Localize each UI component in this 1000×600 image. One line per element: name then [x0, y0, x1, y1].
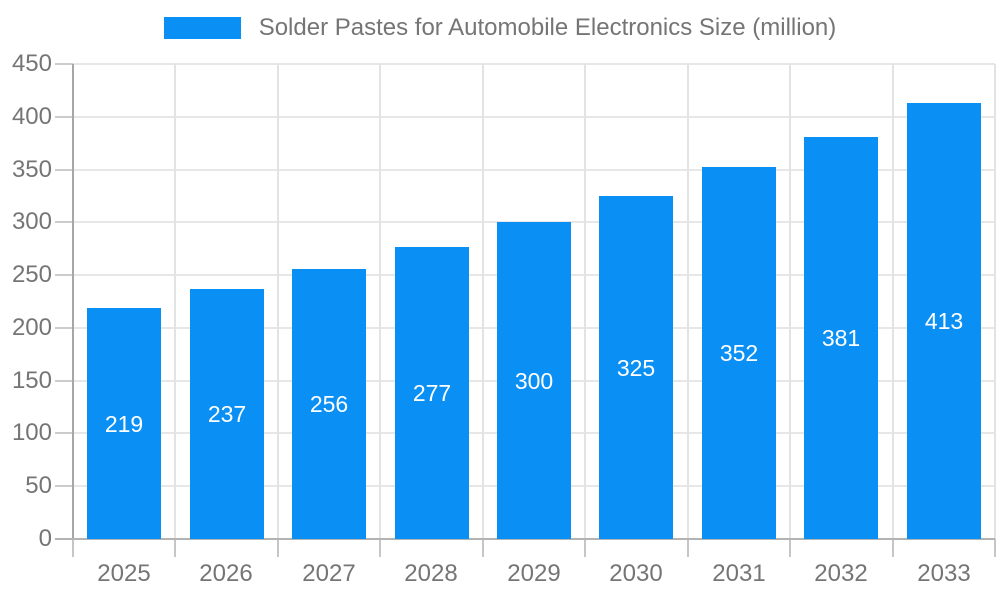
x-gridline — [482, 64, 484, 539]
x-axis-label-2030: 2030 — [609, 560, 663, 587]
bar-value-label: 277 — [412, 380, 452, 406]
y-gridline — [73, 116, 995, 118]
x-gridline — [687, 64, 689, 539]
bar-value-label: 352 — [719, 340, 759, 366]
bar-value-label: 325 — [616, 355, 656, 381]
y-axis-tick — [55, 432, 73, 434]
y-axis-tick — [55, 116, 73, 118]
x-axis-tick — [892, 539, 894, 557]
legend-swatch-icon — [163, 17, 241, 39]
x-axis-line — [55, 538, 995, 540]
y-axis-label: 400 — [11, 103, 52, 130]
bar-2030: 325 — [599, 196, 673, 539]
bar-2029: 300 — [497, 222, 571, 539]
y-axis-label: 250 — [11, 261, 52, 288]
y-axis-tick — [55, 485, 73, 487]
x-axis-tick — [789, 539, 791, 557]
x-axis-label-2033: 2033 — [917, 560, 971, 587]
x-axis-label-2029: 2029 — [507, 560, 561, 587]
legend-label: Solder Pastes for Automobile Electronics… — [258, 14, 837, 41]
bar-2032: 381 — [804, 137, 878, 539]
y-gridline — [73, 63, 995, 65]
bar-2025: 219 — [87, 308, 161, 539]
y-axis-label: 100 — [11, 419, 52, 446]
y-axis-label: 200 — [11, 314, 52, 341]
x-axis-tick — [584, 539, 586, 557]
y-axis-line — [72, 64, 74, 557]
bar-value-label: 381 — [821, 325, 861, 351]
x-axis-tick — [379, 539, 381, 557]
x-axis-label-2027: 2027 — [302, 560, 356, 587]
x-gridline — [789, 64, 791, 539]
x-axis-label-2028: 2028 — [404, 560, 458, 587]
bar-2027: 256 — [292, 269, 366, 539]
bar-value-label: 256 — [309, 391, 349, 417]
bar-value-label: 300 — [514, 368, 554, 394]
x-axis-tick — [277, 539, 279, 557]
x-axis-label-2031: 2031 — [712, 560, 766, 587]
y-axis-tick — [55, 221, 73, 223]
bar-2033: 413 — [907, 103, 981, 539]
chart-legend[interactable]: Solder Pastes for Automobile Electronics… — [0, 11, 1000, 45]
bar-2028: 277 — [395, 247, 469, 539]
x-axis-tick — [174, 539, 176, 557]
x-axis-tick — [72, 539, 74, 557]
y-axis-label: 450 — [11, 50, 52, 77]
y-axis-label: 350 — [11, 156, 52, 183]
y-axis-label: 150 — [11, 367, 52, 394]
y-axis-tick — [55, 63, 73, 65]
y-axis-tick — [55, 169, 73, 171]
y-axis-label: 300 — [11, 208, 52, 235]
y-axis-tick — [55, 274, 73, 276]
x-axis-tick — [482, 539, 484, 557]
x-gridline — [174, 64, 176, 539]
x-gridline — [994, 64, 996, 539]
bar-value-label: 219 — [104, 411, 144, 437]
y-axis-tick — [55, 380, 73, 382]
x-gridline — [584, 64, 586, 539]
y-axis-label: 50 — [25, 472, 52, 499]
x-gridline — [892, 64, 894, 539]
x-gridline — [277, 64, 279, 539]
x-axis-tick — [994, 539, 996, 557]
bar-value-label: 413 — [924, 308, 964, 334]
x-axis-label-2032: 2032 — [814, 560, 868, 587]
bar-value-label: 237 — [207, 401, 247, 427]
bar-2026: 237 — [190, 289, 264, 539]
x-axis-label-2026: 2026 — [199, 560, 253, 587]
y-gridline — [73, 169, 995, 171]
bar-2031: 352 — [702, 167, 776, 539]
y-axis-tick — [55, 327, 73, 329]
x-gridline — [379, 64, 381, 539]
x-axis-tick — [687, 539, 689, 557]
x-axis-label-2025: 2025 — [97, 560, 151, 587]
y-axis-label: 0 — [38, 525, 52, 552]
